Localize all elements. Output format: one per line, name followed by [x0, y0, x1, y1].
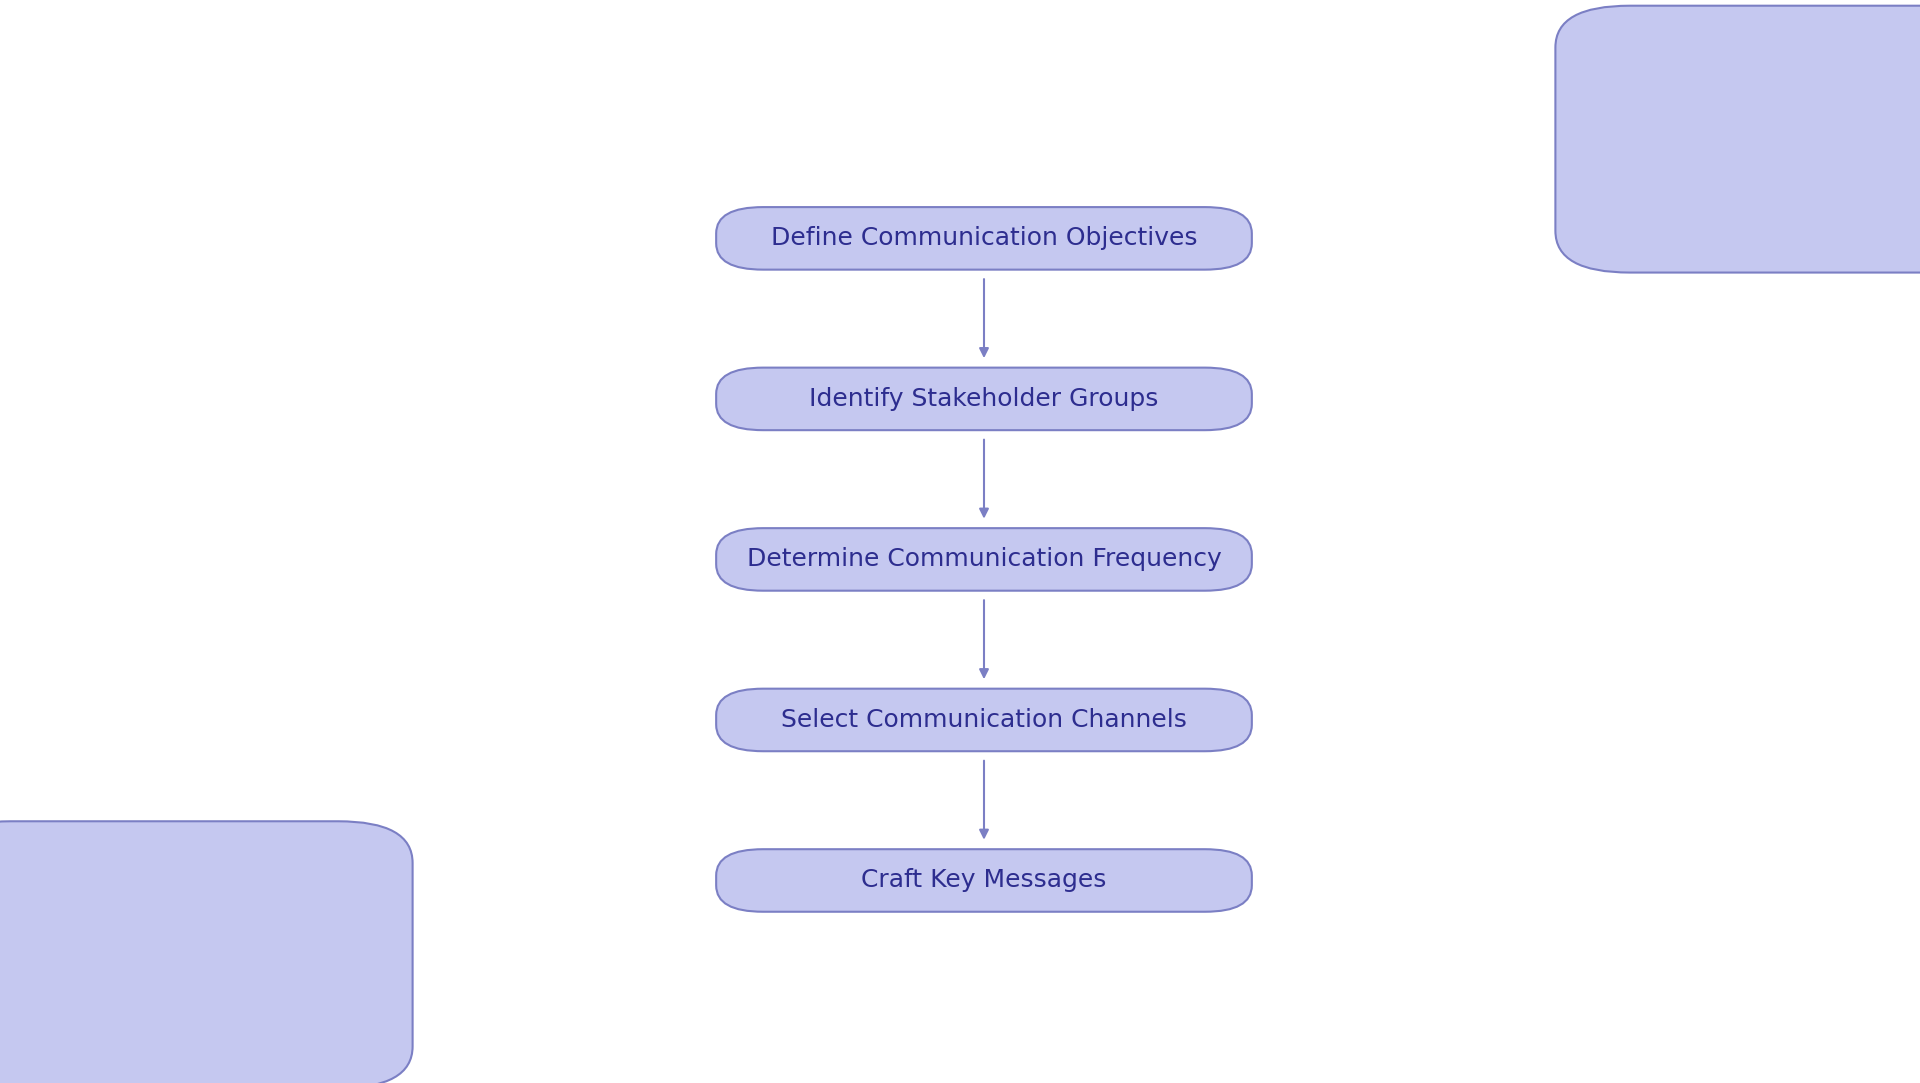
Text: Select Communication Channels: Select Communication Channels	[781, 708, 1187, 732]
FancyBboxPatch shape	[716, 689, 1252, 752]
Text: Craft Key Messages: Craft Key Messages	[862, 869, 1106, 892]
FancyBboxPatch shape	[1555, 5, 1920, 273]
FancyBboxPatch shape	[716, 367, 1252, 430]
Text: Identify Stakeholder Groups: Identify Stakeholder Groups	[810, 387, 1158, 410]
Text: Determine Communication Frequency: Determine Communication Frequency	[747, 547, 1221, 572]
FancyBboxPatch shape	[716, 849, 1252, 912]
Text: Define Communication Objectives: Define Communication Objectives	[770, 226, 1198, 250]
FancyBboxPatch shape	[716, 207, 1252, 270]
FancyBboxPatch shape	[0, 821, 413, 1083]
FancyBboxPatch shape	[716, 529, 1252, 590]
